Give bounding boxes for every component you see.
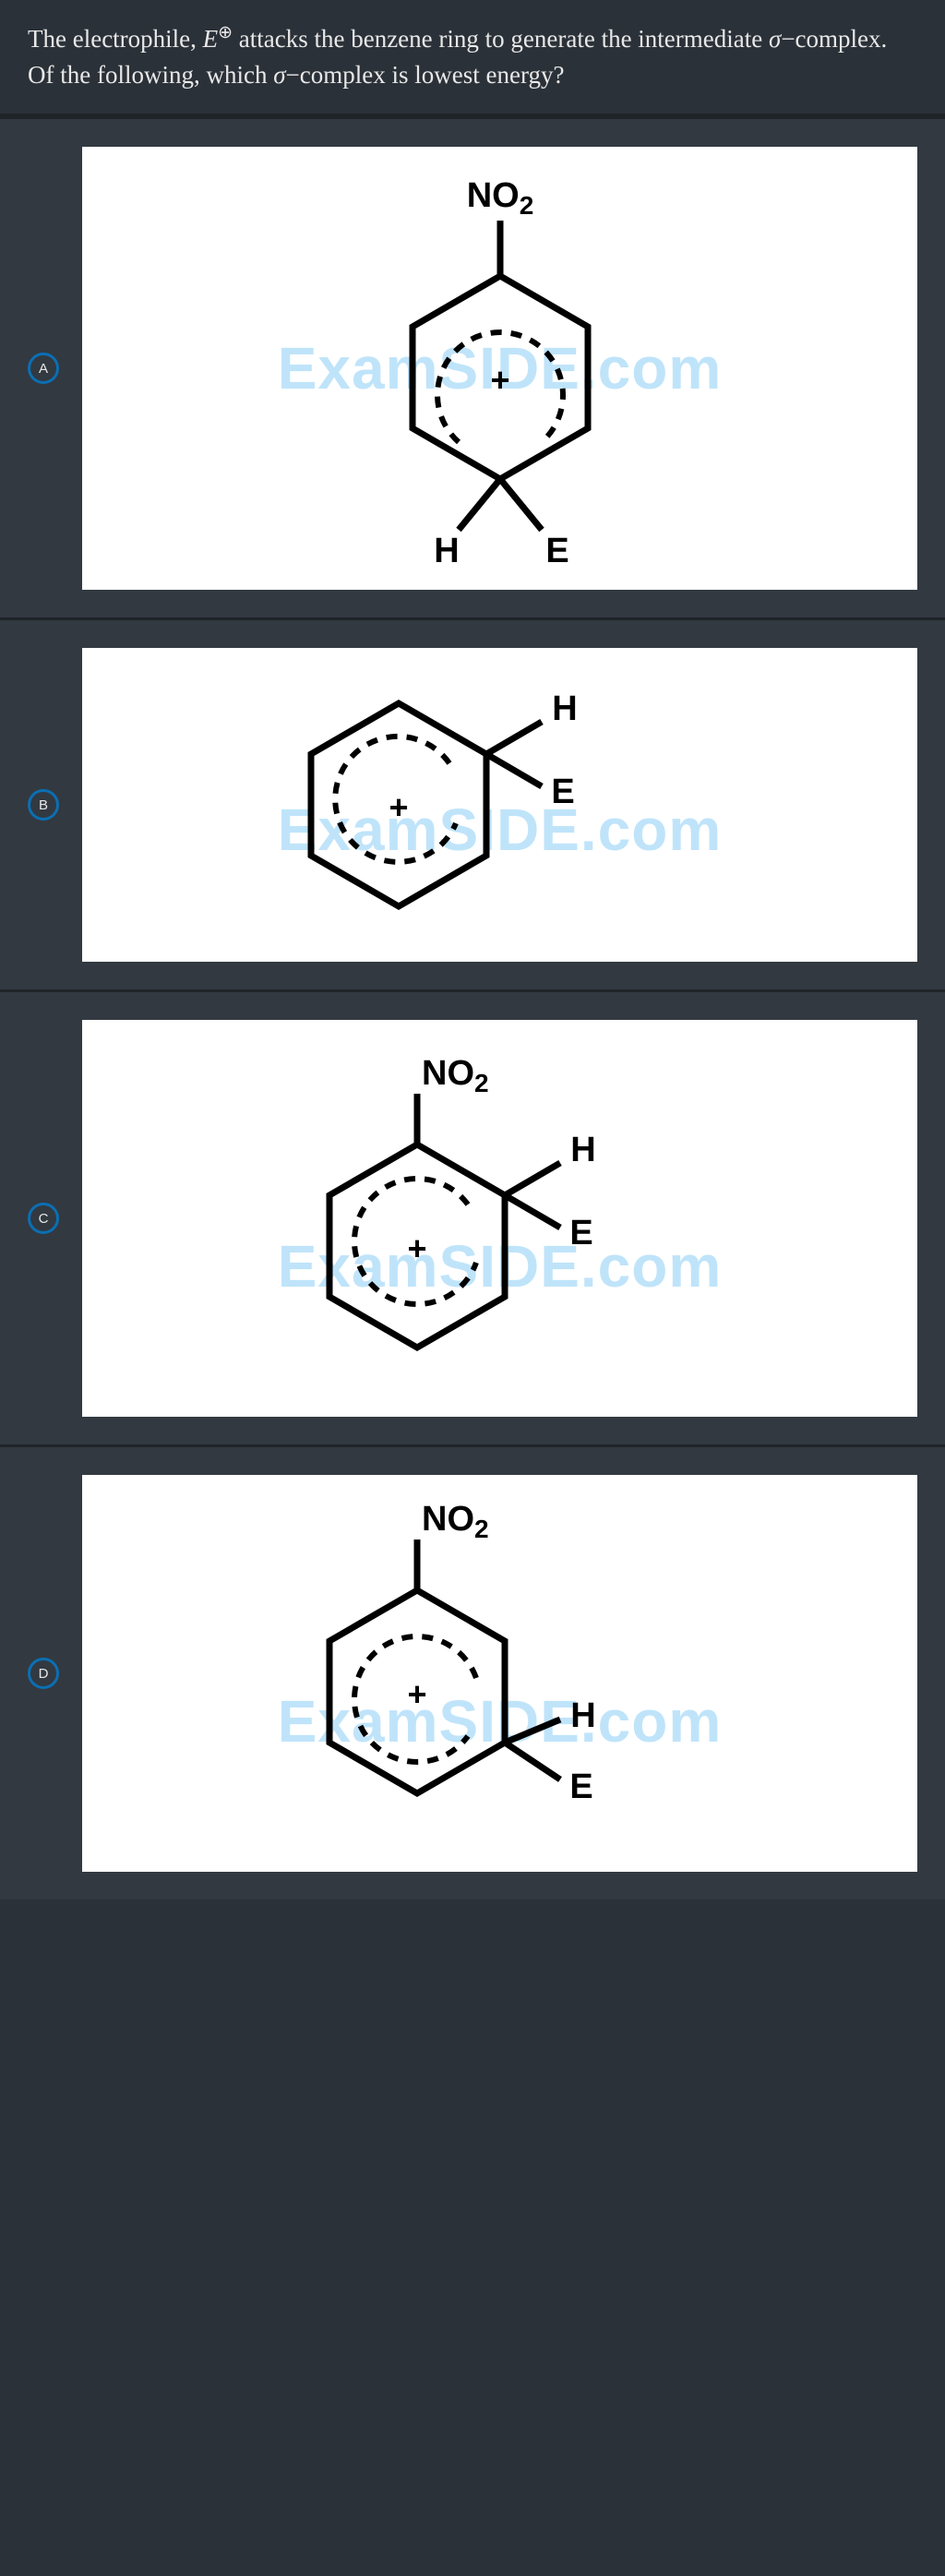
- e-label: E: [569, 1767, 592, 1806]
- h-bond: [505, 1719, 560, 1743]
- option-c-image: ExamSIDE.com + NO2 H E: [82, 1020, 917, 1417]
- e-label: E: [569, 1214, 592, 1252]
- e-bond: [486, 754, 542, 786]
- question-block: The electrophile, E⊕ attacks the benzene…: [0, 0, 945, 116]
- option-a[interactable]: A ExamSIDE.com + NO2 H E: [0, 116, 945, 617]
- option-c[interactable]: C ExamSIDE.com + NO2 H E: [0, 989, 945, 1444]
- no2-label: NO2: [422, 1054, 489, 1097]
- h-bond: [459, 479, 500, 530]
- option-d-image: ExamSIDE.com + NO2 H E: [82, 1475, 917, 1872]
- e-bond: [500, 479, 542, 530]
- qtext-p2: attacks the benzene ring to generate the…: [233, 25, 769, 53]
- plus-sign: +: [407, 1229, 426, 1267]
- question-text: The electrophile, E⊕ attacks the benzene…: [28, 20, 917, 93]
- option-a-image: ExamSIDE.com + NO2 H E: [82, 147, 917, 590]
- diagram-a: + NO2 H E: [325, 165, 676, 571]
- e-bond: [505, 1743, 560, 1779]
- h-bond: [505, 1163, 560, 1195]
- plus-sign: +: [490, 361, 509, 399]
- circled-plus: ⊕: [218, 23, 233, 42]
- diagram-b: + H E: [214, 666, 676, 943]
- option-letter-c: C: [28, 1203, 59, 1234]
- e-label: E: [545, 532, 568, 570]
- option-b[interactable]: B ExamSIDE.com + H E: [0, 617, 945, 989]
- h-label: H: [570, 1696, 595, 1735]
- sigma-1: σ: [769, 25, 781, 53]
- h-bond: [486, 722, 542, 754]
- diagram-c: + NO2 H E: [233, 1043, 694, 1394]
- qtext-p4: −complex is lowest energy?: [286, 61, 565, 89]
- e-label: E: [551, 773, 574, 811]
- no2-label: NO2: [466, 176, 533, 220]
- plus-sign: +: [389, 788, 408, 826]
- no2-label: NO2: [422, 1500, 489, 1543]
- h-label: H: [570, 1131, 595, 1169]
- option-letter-a: A: [28, 353, 59, 384]
- e-bond: [505, 1195, 560, 1228]
- option-d[interactable]: D ExamSIDE.com + NO2 H E: [0, 1444, 945, 1899]
- h-label: H: [434, 532, 459, 570]
- qtext-p1: The electrophile,: [28, 25, 203, 53]
- plus-sign: +: [407, 1675, 426, 1713]
- option-letter-d: D: [28, 1658, 59, 1689]
- h-label: H: [552, 689, 577, 728]
- diagram-d: + NO2 H E: [233, 1489, 694, 1858]
- option-letter-b: B: [28, 789, 59, 821]
- option-b-image: ExamSIDE.com + H E: [82, 648, 917, 962]
- electrophile-var: E: [203, 25, 219, 53]
- sigma-2: σ: [273, 61, 285, 89]
